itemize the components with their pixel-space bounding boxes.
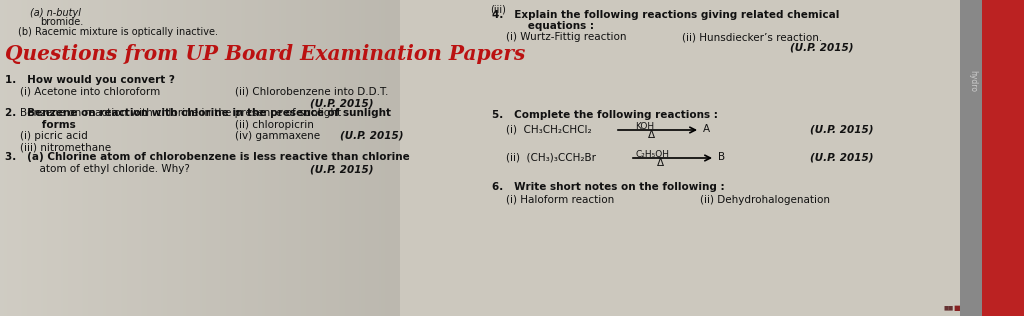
Text: hydro: hydro bbox=[968, 70, 977, 92]
Text: (iv) gammaxene: (iv) gammaxene bbox=[234, 131, 321, 141]
Text: (b) Racemic mixture is optically inactive.: (b) Racemic mixture is optically inactiv… bbox=[18, 27, 218, 37]
Text: (ii) Dehydrohalogenation: (ii) Dehydrohalogenation bbox=[700, 195, 830, 205]
Text: (ii)  (CH₃)₃CCH₂Br: (ii) (CH₃)₃CCH₂Br bbox=[506, 152, 596, 162]
Text: equations :: equations : bbox=[506, 21, 594, 31]
Text: (i)  CH₃CH₂CHCl₂: (i) CH₃CH₂CHCl₂ bbox=[506, 124, 592, 134]
Text: (iii): (iii) bbox=[490, 5, 506, 15]
Text: (ii) Chlorobenzene into D.D.T.: (ii) Chlorobenzene into D.D.T. bbox=[234, 87, 388, 97]
Text: (ii) chloropicrin: (ii) chloropicrin bbox=[234, 120, 314, 130]
Text: A: A bbox=[703, 124, 710, 134]
Text: ■: ■ bbox=[948, 305, 953, 310]
Text: (U.P. 2015): (U.P. 2015) bbox=[810, 124, 873, 134]
Text: (i) Haloform reaction: (i) Haloform reaction bbox=[506, 195, 614, 205]
Bar bbox=[982, 0, 1024, 316]
Text: Δ: Δ bbox=[648, 130, 655, 140]
Bar bbox=[961, 0, 982, 316]
Text: Δ: Δ bbox=[657, 158, 665, 168]
Text: (iii) nitromethane: (iii) nitromethane bbox=[20, 142, 112, 152]
Text: ■: ■ bbox=[953, 305, 959, 311]
Text: (i) Wurtz-Fittig reaction: (i) Wurtz-Fittig reaction bbox=[506, 32, 627, 42]
Text: 6.   Write short notes on the following :: 6. Write short notes on the following : bbox=[492, 182, 725, 192]
Text: Questions from UP Board Examination Papers: Questions from UP Board Examination Pape… bbox=[5, 44, 525, 64]
Text: (U.P. 2015): (U.P. 2015) bbox=[340, 131, 403, 141]
Text: forms: forms bbox=[20, 120, 76, 130]
Text: bromide.: bromide. bbox=[40, 17, 83, 27]
Text: (U.P. 2015): (U.P. 2015) bbox=[810, 152, 873, 162]
Text: 1.   How would you convert ?: 1. How would you convert ? bbox=[5, 75, 175, 85]
Text: (i) Acetone into chloroform: (i) Acetone into chloroform bbox=[20, 87, 160, 97]
Text: 5.   Complete the following reactions :: 5. Complete the following reactions : bbox=[492, 110, 718, 120]
Text: (ii) Hunsdiecker’s reaction.: (ii) Hunsdiecker’s reaction. bbox=[682, 32, 822, 42]
Text: KOH: KOH bbox=[635, 122, 654, 131]
Text: atom of ethyl chloride. Why?: atom of ethyl chloride. Why? bbox=[20, 164, 189, 174]
Text: Benzene on reaction with chlorine in the presence of sunlight: Benzene on reaction with chlorine in the… bbox=[20, 108, 341, 118]
Text: (a) n-butyl: (a) n-butyl bbox=[30, 8, 81, 18]
Text: C₂H₅OH: C₂H₅OH bbox=[636, 150, 670, 159]
Text: 3.   (a) Chlorine atom of chlorobenzene is less reactive than chlorine: 3. (a) Chlorine atom of chlorobenzene is… bbox=[5, 152, 410, 162]
Text: 2.   Benzene on reaction with chlorine in the presence of sunlight: 2. Benzene on reaction with chlorine in … bbox=[5, 108, 391, 118]
Text: (U.P. 2015): (U.P. 2015) bbox=[310, 164, 374, 174]
Text: B: B bbox=[718, 152, 725, 162]
Text: 4.   Explain the following reactions giving related chemical: 4. Explain the following reactions givin… bbox=[492, 10, 840, 20]
Text: (i) picric acid: (i) picric acid bbox=[20, 131, 88, 141]
Text: (U.P. 2015): (U.P. 2015) bbox=[790, 43, 853, 53]
Text: ■: ■ bbox=[943, 305, 948, 310]
Text: (U.P. 2015): (U.P. 2015) bbox=[310, 98, 374, 108]
